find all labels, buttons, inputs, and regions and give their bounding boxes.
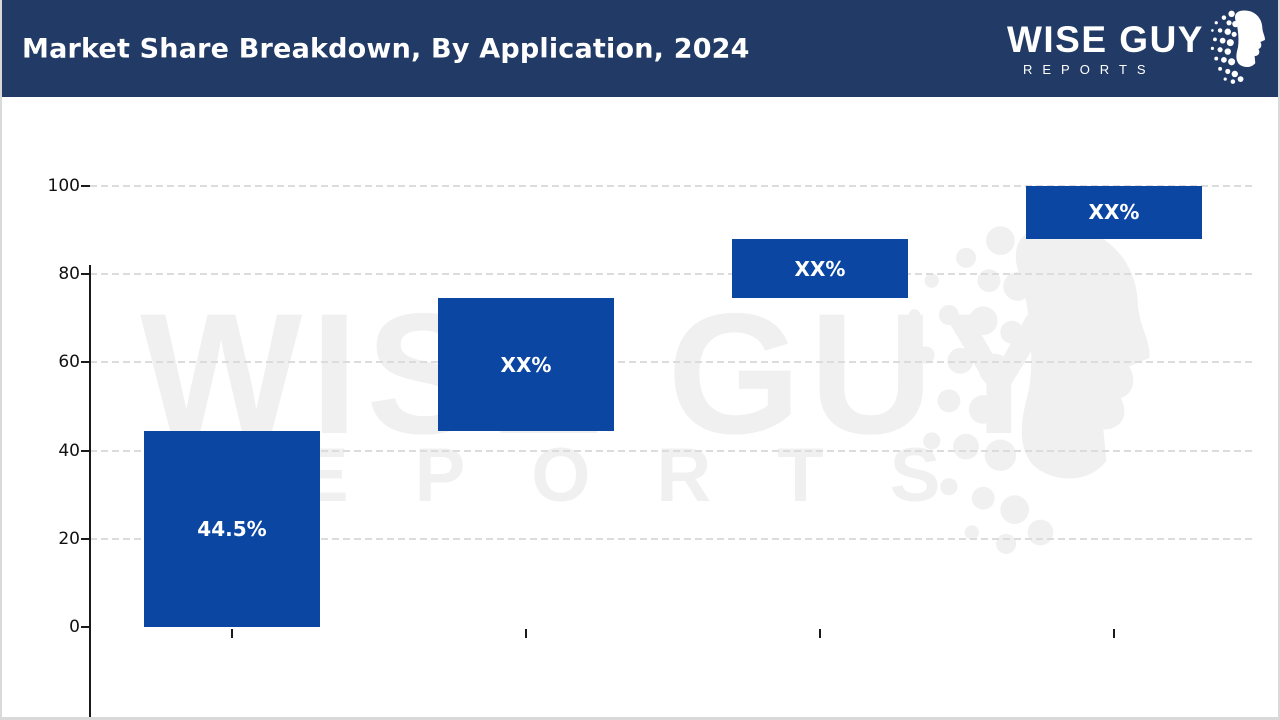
bar-2	[438, 298, 614, 431]
y-axis-tick-label: 80	[58, 264, 80, 285]
y-axis-tick-label: 100	[47, 176, 80, 196]
y-axis-tick-label: 60	[58, 352, 80, 373]
y-axis-tick	[81, 185, 90, 187]
bar-4	[1026, 186, 1202, 239]
y-axis-tick-label: 20	[58, 528, 80, 549]
bar-value-label: XX%	[794, 256, 846, 281]
y-axis-tick	[81, 361, 90, 364]
y-axis-tick	[81, 449, 90, 452]
y-axis-line	[89, 265, 91, 717]
gridline	[90, 273, 1255, 276]
dotted-head-icon	[1210, 10, 1265, 84]
x-axis-tick	[231, 629, 233, 638]
y-axis-tick-label: 40	[58, 440, 80, 461]
bar-value-label: 44.5%	[197, 516, 267, 541]
bar-value-label: XX%	[500, 352, 552, 377]
gridline	[90, 537, 1255, 540]
gridline	[90, 361, 1255, 364]
y-axis-tick-label: 0	[69, 617, 80, 637]
gridline	[90, 185, 1255, 187]
y-axis-tick	[81, 273, 90, 276]
logo-name: WISE GUY	[1006, 19, 1204, 60]
bar-1	[144, 430, 320, 627]
watermark-head-icon	[870, 212, 1188, 584]
y-axis-tick	[81, 626, 90, 628]
logo-text: WISE GUY REPORTS	[1007, 21, 1204, 77]
gridline	[90, 449, 1255, 452]
logo-subtitle: REPORTS	[1022, 62, 1156, 77]
bar-3	[732, 238, 908, 299]
x-axis-tick	[1113, 629, 1115, 638]
x-axis-tick	[525, 629, 527, 638]
wise-guy-reports-logo: WISE GUY REPORTS	[1007, 6, 1270, 92]
y-axis-tick	[81, 537, 90, 540]
header-banner: Market Share Breakdown, By Application, …	[2, 0, 1278, 97]
bar-value-label: XX%	[1088, 200, 1140, 225]
x-axis-tick	[819, 629, 821, 638]
chart-title: Market Share Breakdown, By Application, …	[22, 33, 750, 64]
